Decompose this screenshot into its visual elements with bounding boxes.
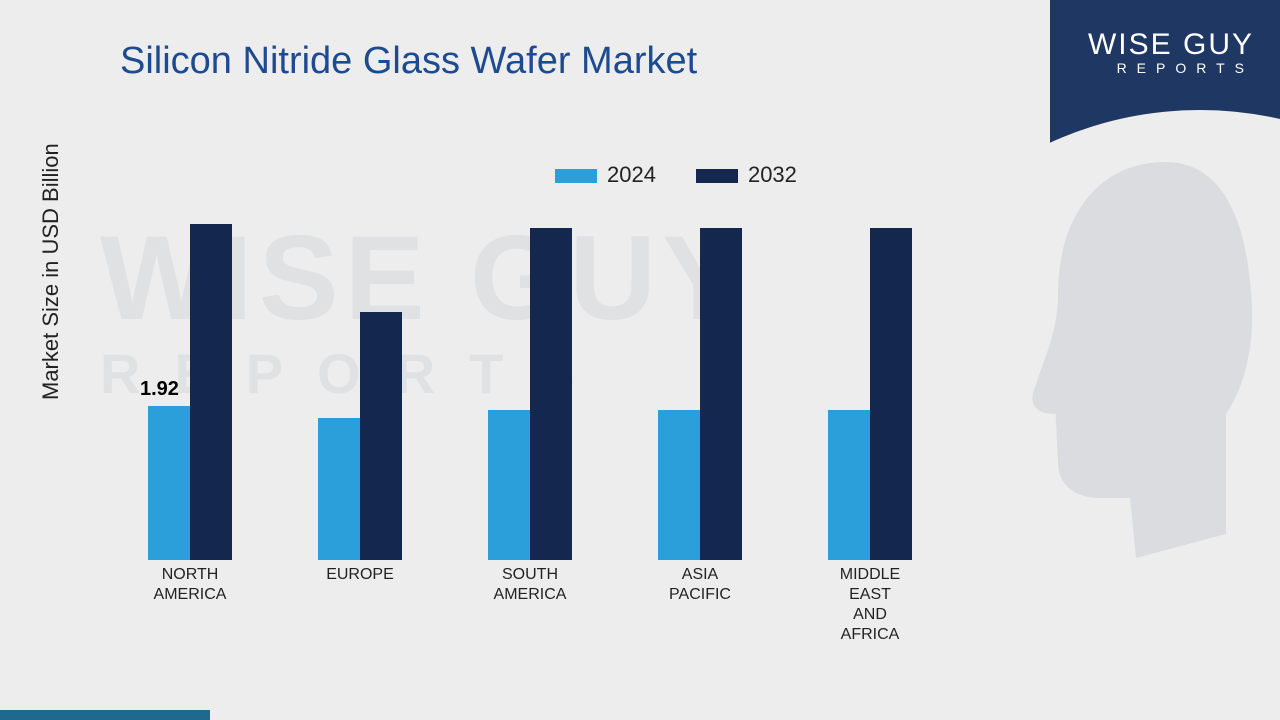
brand-logo: WISE GUY REPORTS <box>1088 28 1254 76</box>
bar-series-b <box>700 228 742 560</box>
logo-line2: REPORTS <box>1088 60 1254 76</box>
legend-item-2024: 2024 <box>555 162 656 188</box>
x-axis-label: MIDDLEEASTANDAFRICA <box>810 565 930 645</box>
legend-swatch-a <box>555 169 597 183</box>
legend-swatch-b <box>696 169 738 183</box>
bar-series-a <box>318 418 360 560</box>
bar-value-label: 1.92 <box>140 378 179 401</box>
bar-series-b <box>360 312 402 560</box>
bar-series-b <box>870 228 912 560</box>
chart-title: Silicon Nitride Glass Wafer Market <box>120 40 697 83</box>
x-axis-label: EUROPE <box>300 565 420 585</box>
chart-canvas: WISE GUY REPORTS WISE GUY REPORTS Silico… <box>0 0 1280 720</box>
bar-series-b <box>530 228 572 560</box>
bar-series-b <box>190 224 232 560</box>
head-silhouette-icon <box>1022 150 1262 570</box>
bottom-accent-bar <box>0 710 210 720</box>
x-axis-label: SOUTHAMERICA <box>470 565 590 605</box>
x-axis-label: ASIAPACIFIC <box>640 565 760 605</box>
legend-label-a: 2024 <box>607 162 656 187</box>
chart-plot-area <box>110 200 960 560</box>
bar-series-a <box>488 410 530 560</box>
logo-line1: WISE GUY <box>1088 28 1254 62</box>
legend-label-b: 2032 <box>748 162 797 187</box>
bar-series-a <box>828 410 870 560</box>
y-axis-label: Market Size in USD Billion <box>38 143 64 400</box>
legend: 2024 2032 <box>555 162 797 188</box>
x-axis-label: NORTHAMERICA <box>130 565 250 605</box>
bar-series-a <box>148 406 190 560</box>
legend-item-2032: 2032 <box>696 162 797 188</box>
bar-series-a <box>658 410 700 560</box>
